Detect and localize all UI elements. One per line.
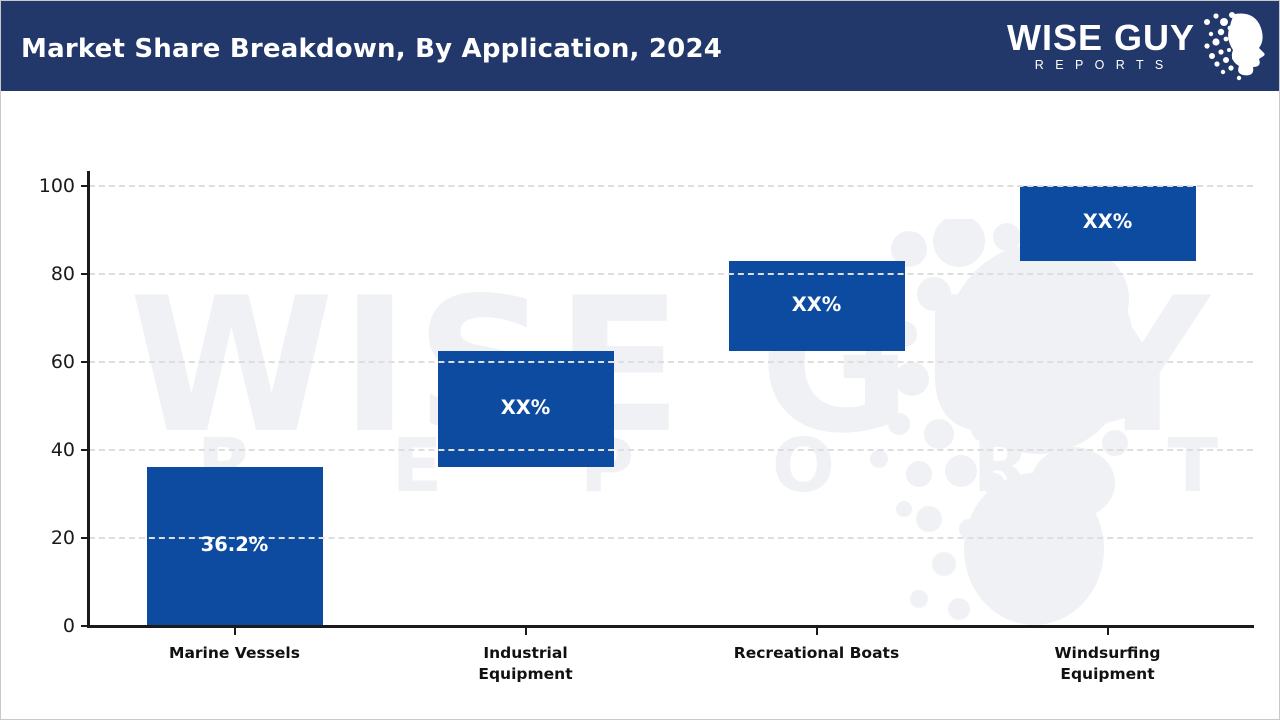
- y-tick-mark: [81, 185, 89, 187]
- y-tick-mark: [81, 625, 89, 627]
- y-tick-mark: [81, 273, 89, 275]
- category-label: Recreational Boats: [733, 644, 900, 662]
- chart-area: WISE GUY R E P O R T S 020: [1, 91, 1279, 719]
- logo-tagline: R E P O R T S: [1034, 58, 1168, 73]
- bar-0: [146, 466, 323, 626]
- y-tick-label: 40: [50, 439, 75, 461]
- watermark-face: [866, 219, 1137, 625]
- x-tick-mark: [1106, 627, 1109, 635]
- y-tick-label: 60: [50, 351, 75, 373]
- y-tick-mark: [81, 449, 89, 451]
- header: Market Share Breakdown, By Application, …: [1, 1, 1279, 91]
- bar-value-label: XX%: [500, 396, 551, 420]
- category-label: Marine Vessels: [169, 644, 300, 662]
- bar-2: [728, 260, 905, 352]
- logo-wordmark: WISE GUY R E P O R T S: [1006, 16, 1195, 73]
- y-tick-label: 20: [50, 527, 75, 549]
- bar-1: [437, 351, 614, 467]
- logo-face-icon: [1204, 12, 1265, 81]
- y-tick-mark: [81, 361, 89, 363]
- gridline-40: [89, 449, 1253, 451]
- category-label: Industrial Equipment: [478, 644, 573, 683]
- category-label: Windsurfing Equipment: [1054, 644, 1161, 683]
- y-tick-label: 100: [38, 175, 75, 197]
- gridline-20: [89, 537, 1253, 539]
- gridline-80: [89, 273, 1253, 275]
- page-title: Market Share Breakdown, By Application, …: [21, 34, 723, 64]
- bar-3: [1019, 186, 1196, 261]
- gridline-100: [89, 185, 1253, 187]
- x-tick-mark: [524, 627, 527, 635]
- y-tick-label: 0: [62, 615, 75, 637]
- y-tick-mark: [81, 537, 89, 539]
- logo-name: WISE GUY: [1006, 16, 1195, 58]
- wise-guy-logo: WISE GUY R E P O R T S: [1007, 8, 1267, 84]
- x-tick-mark: [815, 627, 818, 635]
- gridline-60: [89, 361, 1253, 363]
- y-axis-line: [87, 171, 90, 628]
- bar-value-label: XX%: [791, 293, 842, 317]
- y-tick-label: 80: [50, 263, 75, 285]
- x-tick-mark: [233, 627, 236, 635]
- bar-value-label: XX%: [1082, 210, 1133, 234]
- x-axis-line: [87, 625, 1254, 628]
- bar-value-label: 36.2%: [200, 533, 269, 557]
